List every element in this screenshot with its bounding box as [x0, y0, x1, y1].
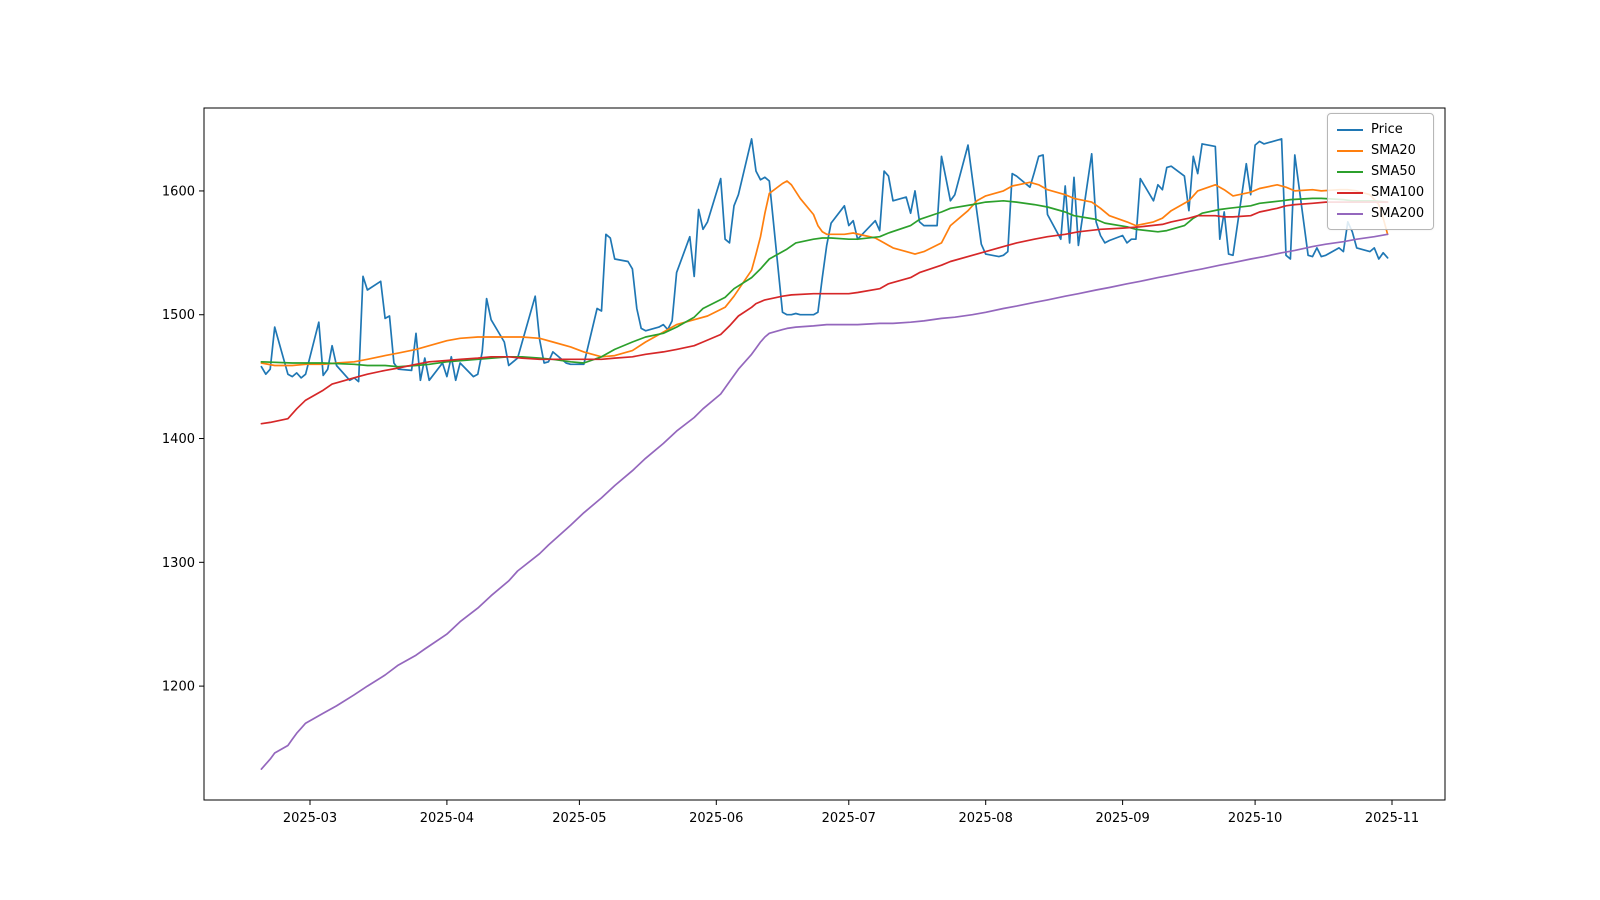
y-tick-label: 1300	[162, 556, 195, 571]
legend-item-sma50: SMA50	[1337, 161, 1424, 182]
x-tick-label: 2025-03	[283, 811, 337, 826]
legend-label-sma200: SMA200	[1371, 206, 1425, 221]
x-tick-label: 2025-05	[552, 811, 606, 826]
legend-line-sma50-icon	[1337, 170, 1363, 173]
series-line-price	[260, 138, 1389, 383]
legend-item-sma100: SMA100	[1337, 182, 1424, 203]
axes-spines	[203, 107, 1446, 801]
legend-item-sma20: SMA20	[1337, 140, 1424, 161]
x-tick-label: 2025-06	[689, 811, 743, 826]
legend-label-sma20: SMA20	[1371, 143, 1416, 158]
legend-item-sma200: SMA200	[1337, 203, 1424, 224]
x-tick-label: 2025-09	[1095, 811, 1149, 826]
x-tick-label: 2025-07	[822, 811, 876, 826]
x-tick-label: 2025-11	[1365, 811, 1419, 826]
legend-label-sma100: SMA100	[1371, 185, 1425, 200]
y-tick-label: 1200	[162, 680, 195, 695]
legend-label-sma50: SMA50	[1371, 164, 1416, 179]
legend-line-sma200-icon	[1337, 212, 1363, 215]
y-tick-label: 1400	[162, 432, 195, 447]
series-line-sma50	[260, 197, 1389, 368]
series-line-sma200	[260, 233, 1389, 770]
legend-line-sma20-icon	[1337, 149, 1363, 152]
x-tick-label: 2025-04	[420, 811, 474, 826]
legend-label-price: Price	[1371, 122, 1403, 137]
legend-line-price-icon	[1337, 128, 1363, 131]
x-tick-label: 2025-08	[959, 811, 1013, 826]
series-line-sma100	[260, 201, 1389, 425]
legend-item-price: Price	[1337, 119, 1424, 140]
x-tick-label: 2025-10	[1228, 811, 1282, 826]
legend-line-sma100-icon	[1337, 191, 1363, 194]
y-tick-label: 1600	[162, 184, 195, 199]
y-tick-label: 1500	[162, 308, 195, 323]
legend: Price SMA20 SMA50 SMA100 SMA200	[1327, 113, 1435, 230]
series-line-sma20	[260, 180, 1389, 367]
